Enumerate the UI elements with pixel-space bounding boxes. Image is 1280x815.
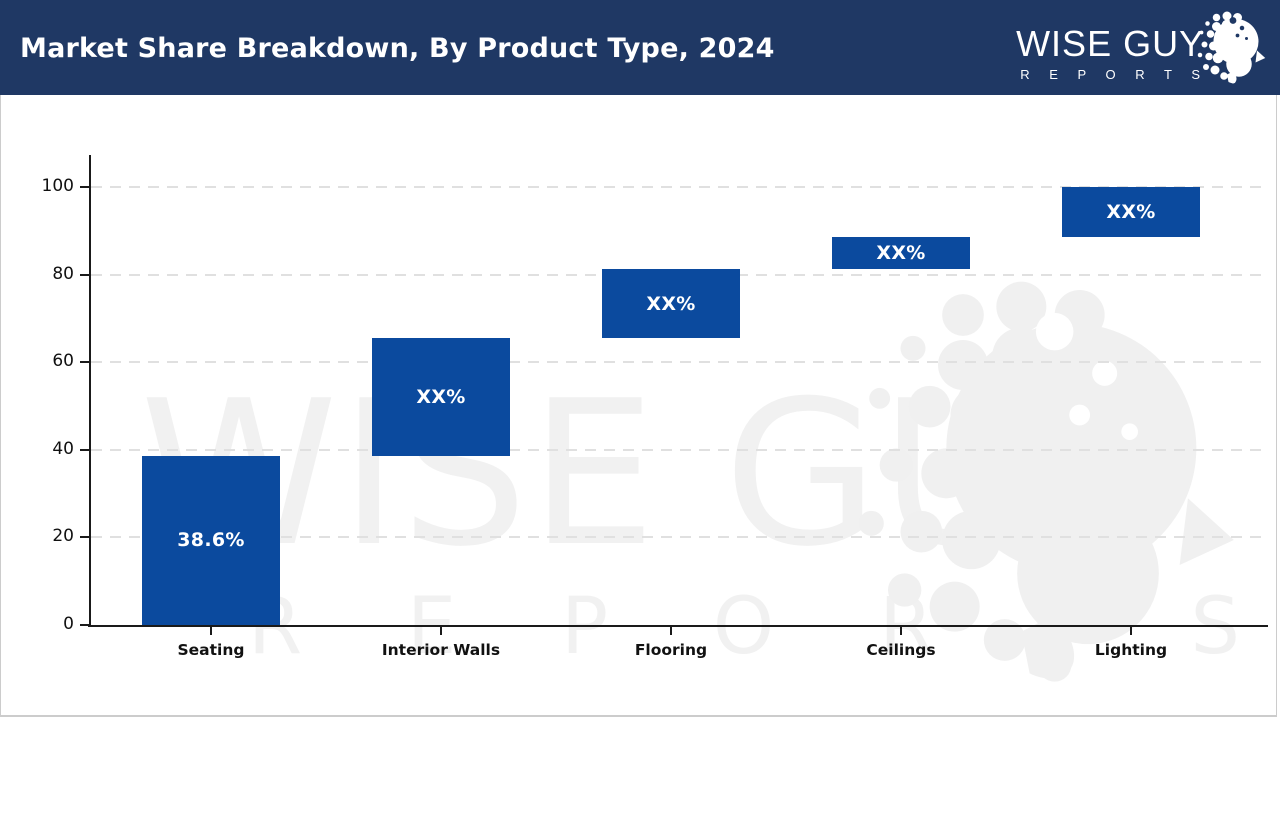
y-axis-tick-label: 80 xyxy=(52,263,74,284)
frame-bottom-line xyxy=(0,715,1277,717)
bar-value-label: XX% xyxy=(876,242,926,265)
x-axis-category-label: Seating xyxy=(177,641,245,659)
gridline xyxy=(91,536,1268,539)
x-axis-tick xyxy=(670,627,672,635)
y-axis-tick xyxy=(80,361,89,364)
waterfall-chart: 0 20 40 60 80 100 38.6% Seating XX% Interior Wall… xyxy=(41,155,1268,659)
bar-ceilings: XX% xyxy=(832,236,970,270)
x-axis-tick xyxy=(1130,627,1132,635)
logo-subtext: R E P O R T S xyxy=(1020,66,1208,82)
y-axis-tick xyxy=(80,536,89,539)
gridline xyxy=(91,361,1268,364)
x-axis-tick xyxy=(210,627,212,635)
y-axis-tick-label: 60 xyxy=(52,351,74,372)
y-axis-line xyxy=(89,155,91,627)
y-axis-tick-label: 0 xyxy=(63,614,74,634)
y-axis-tick xyxy=(80,448,89,451)
chart-canvas: WISE GUY R E P O R T S 0 20 40 60 80 100 38.6%… xyxy=(0,95,1280,720)
logo-wordmark-block: WISE GUY R E P O R T S xyxy=(1012,23,1208,82)
y-axis-tick-label: 100 xyxy=(41,176,74,196)
x-axis-category-label: Interior Walls xyxy=(381,641,501,659)
y-axis-tick xyxy=(80,273,89,276)
bar-lighting: XX% xyxy=(1062,187,1200,237)
logo-wordmark: WISE GUY xyxy=(1016,22,1205,64)
x-axis-category-label: Flooring xyxy=(634,641,708,659)
y-axis-tick xyxy=(80,186,89,188)
x-axis-line xyxy=(88,625,1268,627)
x-axis-tick xyxy=(440,627,442,635)
bar-seating: 38.6% xyxy=(142,455,280,625)
frame-right-line xyxy=(1276,95,1277,717)
brand-logo: WISE GUY R E P O R T S xyxy=(1012,8,1266,90)
x-axis-category-label: Ceilings xyxy=(866,641,936,659)
bar-flooring: XX% xyxy=(602,269,740,338)
bar-value-label: XX% xyxy=(416,385,466,408)
bar-interior-walls: XX% xyxy=(372,337,510,456)
bar-value-label: 38.6% xyxy=(177,529,245,552)
page-title: Market Share Breakdown, By Product Type,… xyxy=(20,33,775,64)
y-axis-tick xyxy=(80,624,89,626)
header-bar: Market Share Breakdown, By Product Type,… xyxy=(0,0,1280,95)
bar-value-label: XX% xyxy=(646,292,696,315)
x-axis-category-label: Lighting xyxy=(1094,641,1168,659)
x-axis-tick xyxy=(900,627,902,635)
y-axis-tick-label: 20 xyxy=(52,526,74,547)
y-axis-tick-label: 40 xyxy=(52,438,74,459)
bar-value-label: XX% xyxy=(1106,200,1156,223)
page: Market Share Breakdown, By Product Type,… xyxy=(0,0,1280,720)
gridline xyxy=(91,448,1268,451)
gridline xyxy=(91,186,1268,188)
frame-left-line xyxy=(0,95,1,716)
